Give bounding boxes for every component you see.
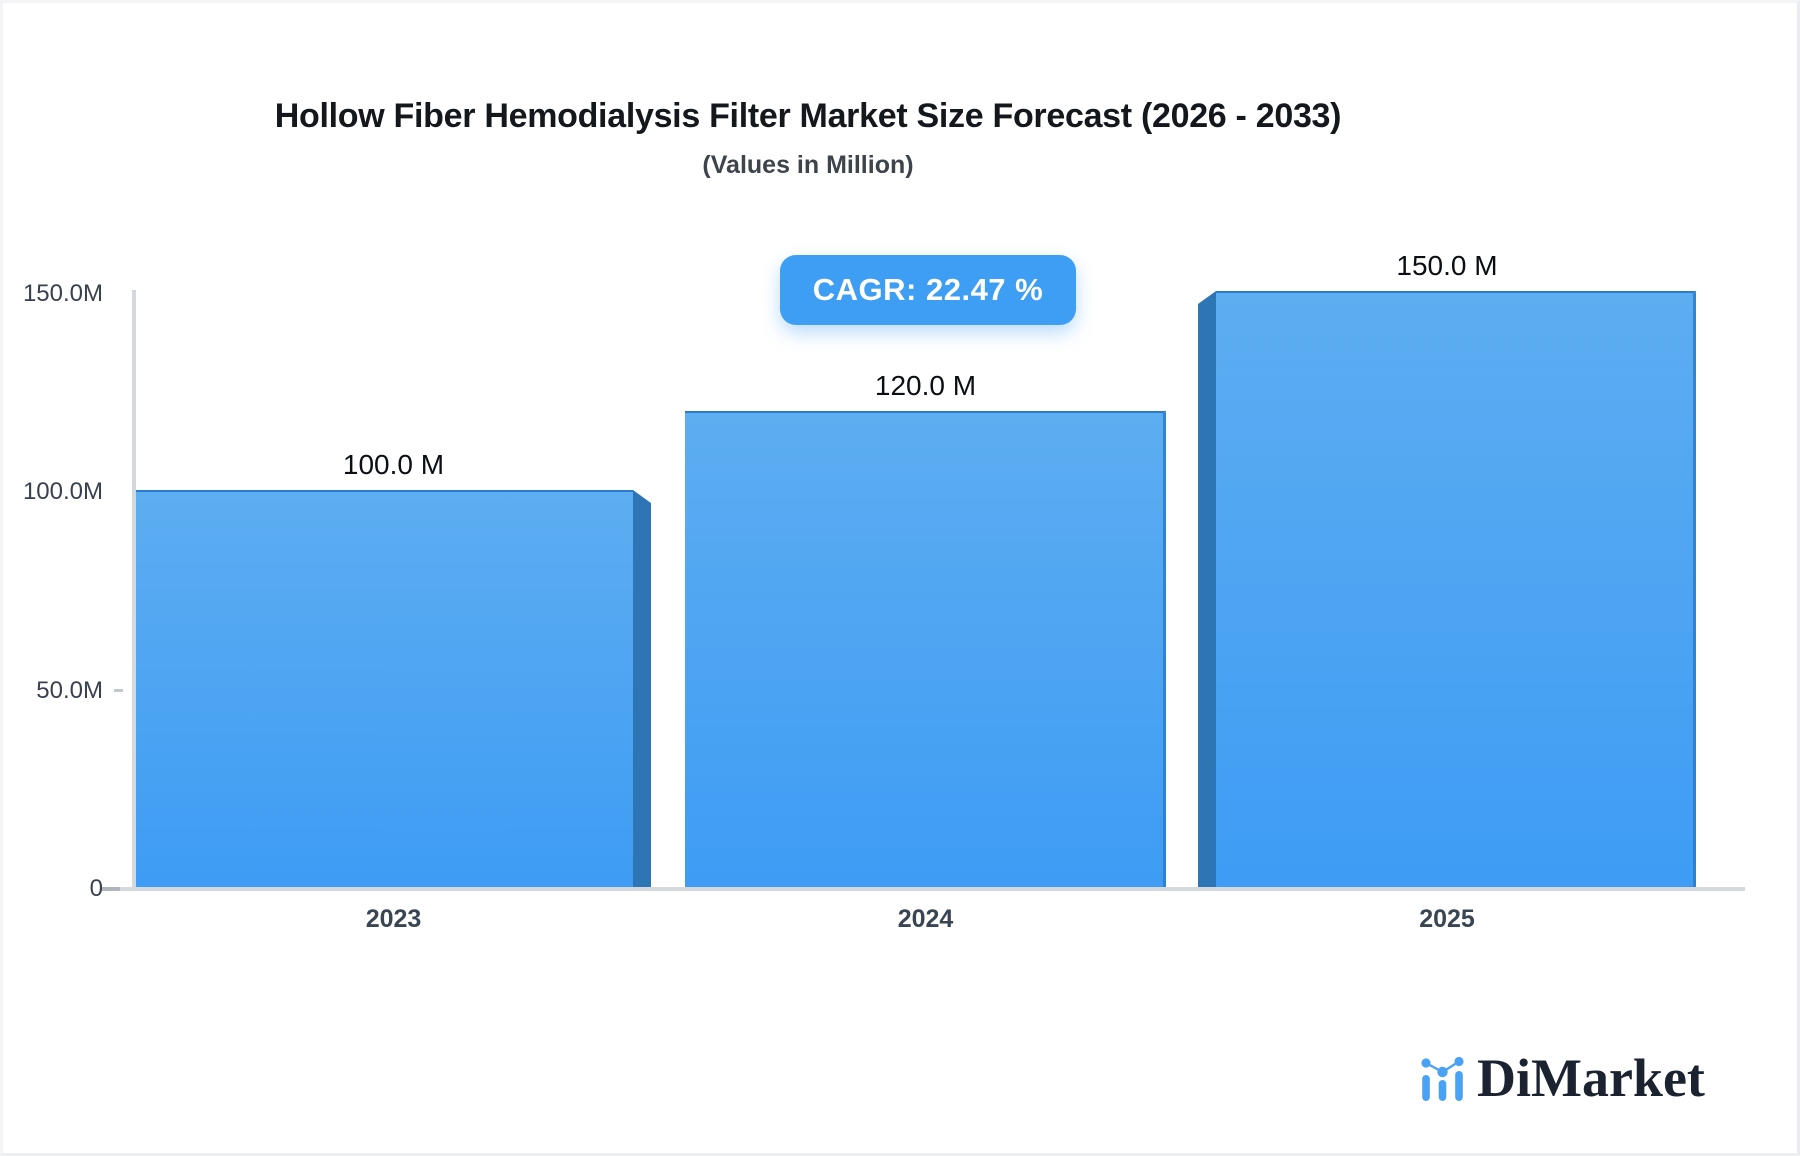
bar-2023-3d-side — [633, 490, 651, 887]
x-tick-label-2024: 2024 — [897, 905, 954, 933]
x-axis-line — [103, 887, 1745, 891]
bar-2025-3d-side — [1198, 291, 1216, 887]
y-tick-mark-0 — [102, 887, 120, 891]
bar-2023[interactable] — [136, 490, 633, 887]
y-tick-label-50m: 50.0M — [36, 677, 103, 704]
y-tick-mark-50m — [114, 689, 123, 692]
y-tick-label-150m: 150.0M — [22, 280, 103, 307]
bar-2025[interactable] — [1216, 291, 1696, 887]
bar-2024[interactable] — [685, 411, 1166, 887]
y-tick-label-0: 0 — [89, 875, 103, 902]
bar-value-label-2024: 120.0 M — [874, 370, 977, 401]
bar-value-label-2025: 150.0 M — [1396, 250, 1498, 281]
brand-name: DiMarket — [1477, 1048, 1705, 1108]
brand-logo: DiMarket — [1420, 1045, 1705, 1108]
cagr-badge-label: CAGR: 22.47 % — [812, 272, 1044, 307]
chart-title: Hollow Fiber Hemodialysis Filter Market … — [274, 97, 1342, 135]
chart-subtitle: (Values in Million) — [702, 151, 914, 179]
y-tick-label-100m: 100.0M — [22, 478, 103, 505]
x-tick-label-2025: 2025 — [1419, 905, 1475, 933]
cagr-badge: CAGR: 22.47 % — [780, 255, 1076, 325]
bar-chart-icon — [1421, 1056, 1464, 1101]
bar-value-label-2023: 100.0 M — [342, 449, 445, 480]
y-axis-line — [132, 290, 136, 891]
x-tick-label-2023: 2023 — [365, 905, 422, 933]
